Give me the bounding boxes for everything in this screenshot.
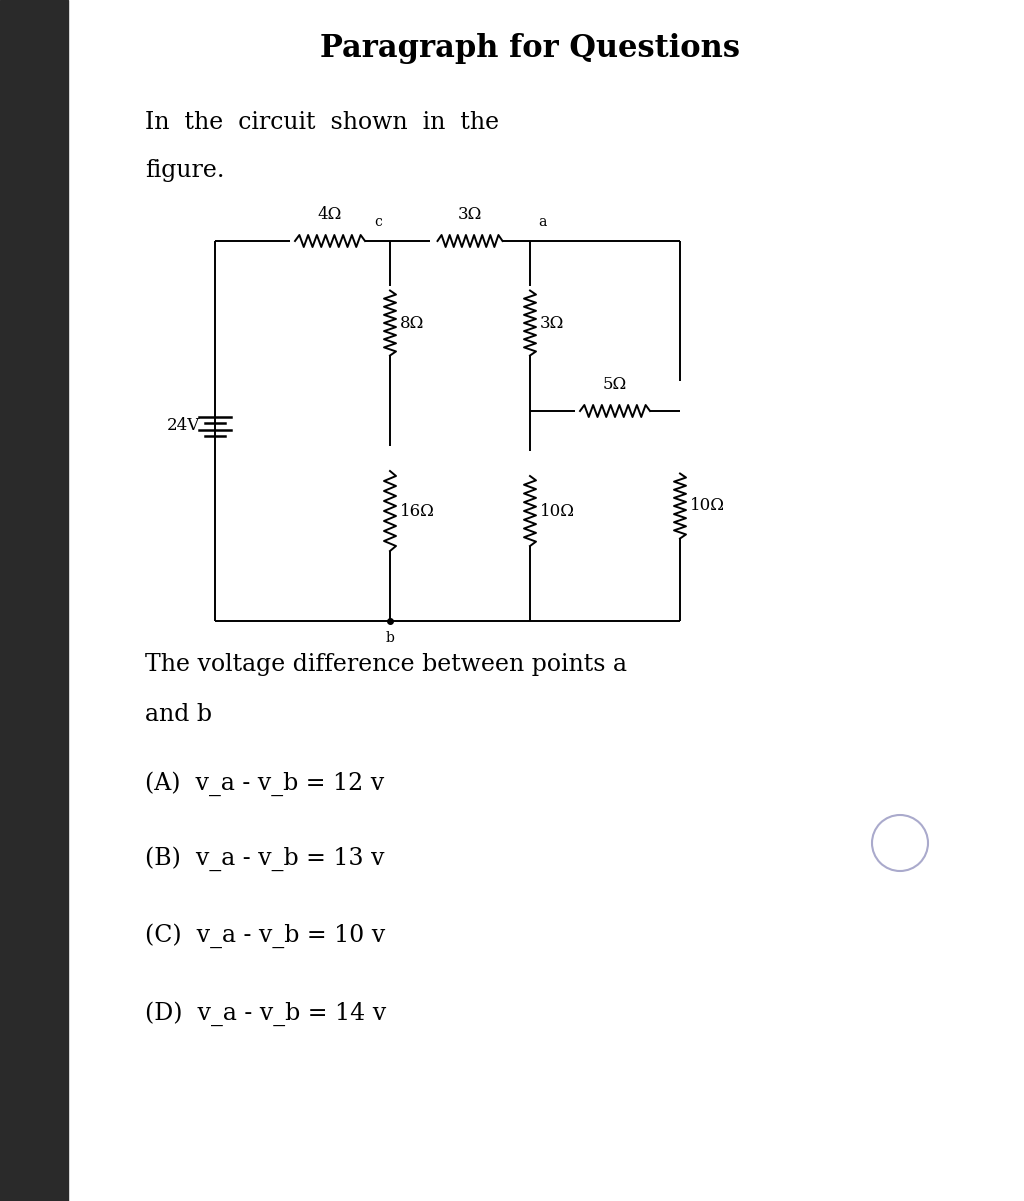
Text: (A)  v_a - v_b = 12 v: (A) v_a - v_b = 12 v: [145, 771, 384, 796]
Text: 4Ω: 4Ω: [317, 207, 342, 223]
Text: The voltage difference between points a: The voltage difference between points a: [145, 653, 627, 676]
Text: In  the  circuit  shown  in  the: In the circuit shown in the: [145, 110, 499, 135]
Text: (D)  v_a - v_b = 14 v: (D) v_a - v_b = 14 v: [145, 1000, 386, 1026]
Text: a: a: [538, 215, 547, 229]
Text: 10Ω: 10Ω: [540, 502, 575, 520]
Text: 3Ω: 3Ω: [458, 207, 482, 223]
Text: 8Ω: 8Ω: [400, 315, 424, 331]
Text: 3Ω: 3Ω: [540, 315, 564, 331]
Text: 10Ω: 10Ω: [690, 497, 725, 514]
Text: and b: and b: [145, 703, 212, 725]
Text: (C)  v_a - v_b = 10 v: (C) v_a - v_b = 10 v: [145, 924, 385, 948]
Text: b: b: [386, 631, 394, 645]
Text: Paragraph for Questions: Paragraph for Questions: [319, 32, 740, 64]
Text: 16Ω: 16Ω: [400, 502, 435, 520]
Bar: [0, 0, 68, 1201]
Text: (B)  v_a - v_b = 13 v: (B) v_a - v_b = 13 v: [145, 846, 384, 871]
Text: 24V: 24V: [167, 418, 200, 435]
Text: figure.: figure.: [145, 159, 224, 183]
Text: c: c: [374, 215, 382, 229]
Text: 5Ω: 5Ω: [603, 376, 627, 393]
